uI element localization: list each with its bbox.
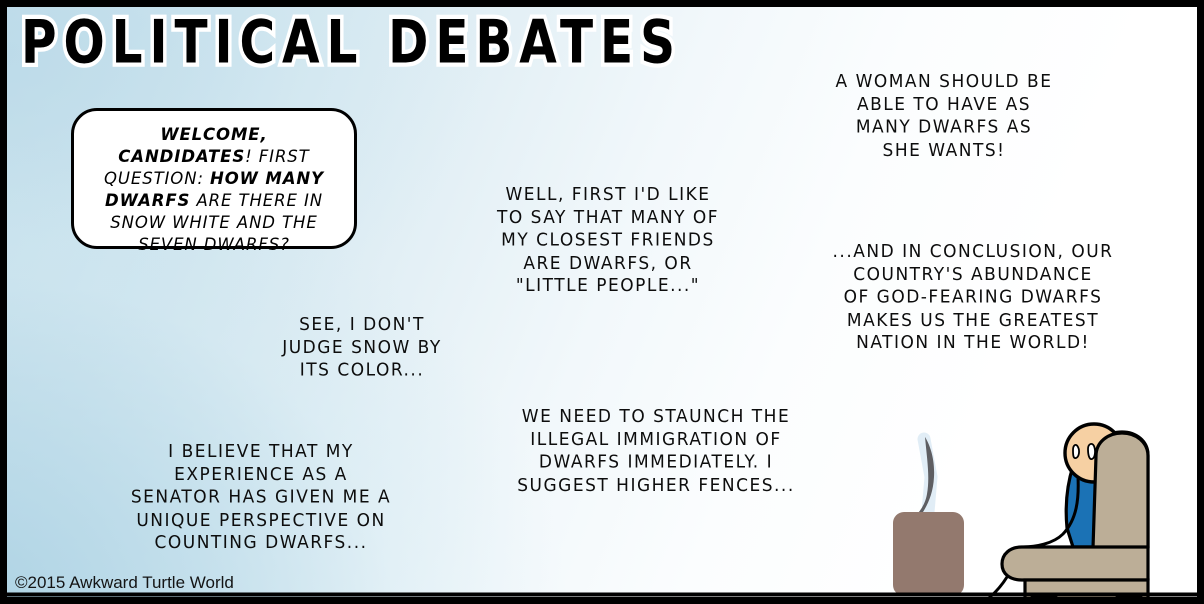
moderator-question-text: WELCOME, CANDIDATES! FIRST QUESTION: HOW… xyxy=(104,102,324,256)
eye-right-icon xyxy=(1087,442,1096,460)
candidate-line-senator-experience: I BELIEVE THAT MY EXPERIENCE AS A SENATO… xyxy=(130,441,392,554)
armchair-backrest-front xyxy=(1091,431,1150,550)
bubble-segment-bold-2: HOW MANY DWARFS xyxy=(105,168,324,210)
smoke-blur-icon xyxy=(909,432,938,534)
eye-left-icon xyxy=(1072,443,1080,460)
copyright-notice: ©2015 Awkward Turtle World xyxy=(15,573,234,592)
candidate-line-illegal-immigration: WE NEED TO STAUNCH THE ILLEGAL IMMIGRATI… xyxy=(517,406,795,496)
seated-figure-arm xyxy=(1021,475,1080,549)
seated-figure-body xyxy=(1064,463,1109,549)
bubble-segment-regular-2: ARE THERE IN SNOW WHITE AND THE SEVEN DW… xyxy=(110,190,323,254)
bubble-segment-regular-1: ! FIRST QUESTION: xyxy=(104,146,310,188)
candidate-line-conclusion: ...AND IN CONCLUSION, OUR COUNTRY'S ABUN… xyxy=(832,241,1114,354)
armchair-backrest xyxy=(1091,430,1150,549)
candidate-line-judge-snow: SEE, I DON'T JUDGE SNOW BY ITS COLOR... xyxy=(282,314,442,381)
seated-figure-leg xyxy=(988,575,1009,597)
candidate-line-woman-dwarfs: A WOMAN SHOULD BE ABLE TO HAVE AS MANY D… xyxy=(835,71,1053,161)
page-title: POLITICAL DEBATES xyxy=(18,7,682,80)
armchair-base xyxy=(1023,578,1150,597)
snuffed-candle xyxy=(893,512,964,596)
seated-figure-head xyxy=(1063,422,1125,484)
armchair-armrest xyxy=(1000,545,1150,582)
smoke-icon xyxy=(902,437,935,534)
moderator-question-bubble: WELCOME, CANDIDATES! FIRST QUESTION: HOW… xyxy=(71,108,357,254)
candidate-line-closest-friends: WELL, FIRST I'D LIKE TO SAY THAT MANY OF… xyxy=(496,184,720,297)
bubble-segment-bold-1: WELCOME, CANDIDATES xyxy=(118,124,268,166)
